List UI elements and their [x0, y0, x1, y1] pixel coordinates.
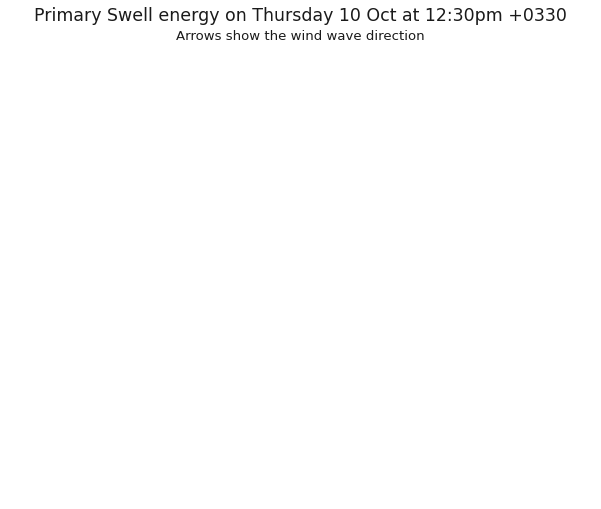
Text: Primary Swell energy on Thursday 10 Oct at 12:30pm +0330: Primary Swell energy on Thursday 10 Oct … [34, 7, 567, 25]
Text: Arrows show the wind wave direction: Arrows show the wind wave direction [176, 30, 425, 43]
